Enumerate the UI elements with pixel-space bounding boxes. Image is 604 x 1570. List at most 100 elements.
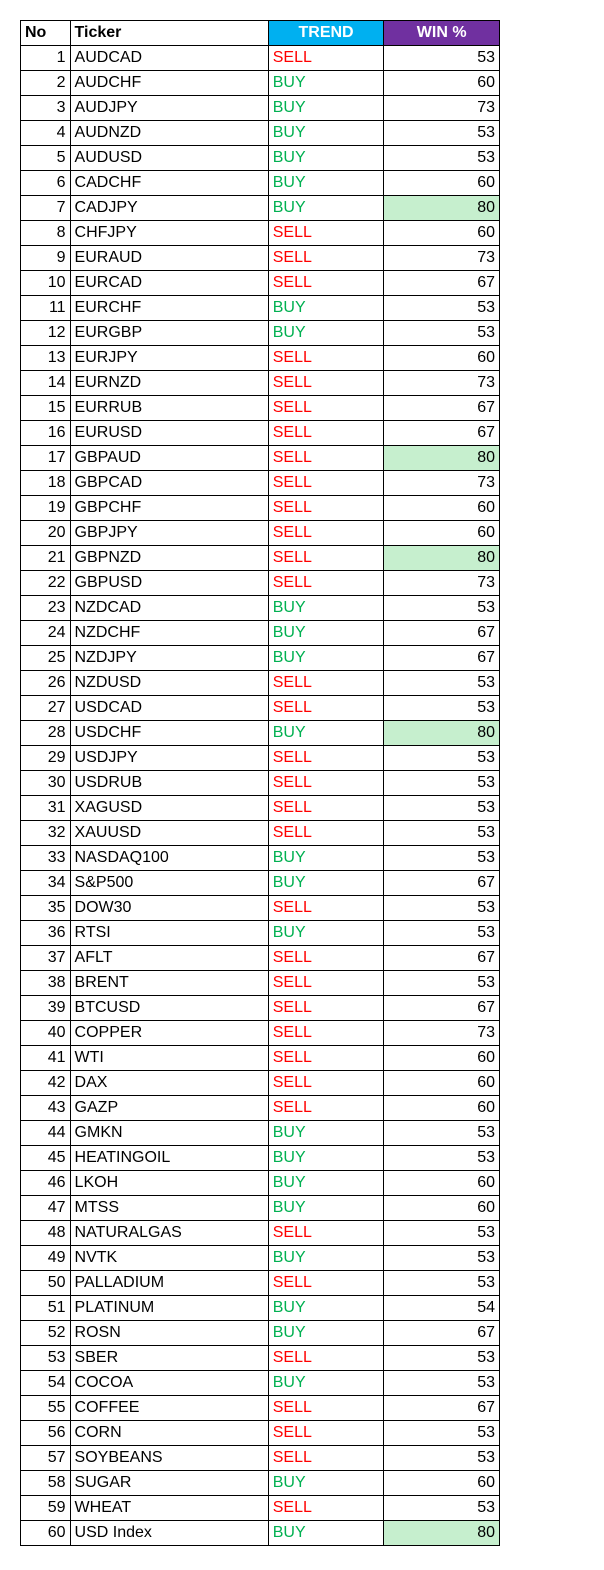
cell-no: 33 [21, 846, 71, 871]
cell-win: 53 [384, 1246, 500, 1271]
cell-no: 59 [21, 1496, 71, 1521]
cell-no: 36 [21, 921, 71, 946]
table-row: 49NVTKBUY53 [21, 1246, 500, 1271]
cell-win: 80 [384, 446, 500, 471]
cell-no: 28 [21, 721, 71, 746]
table-row: 10EURCADSELL67 [21, 271, 500, 296]
cell-ticker: BRENT [70, 971, 268, 996]
cell-no: 42 [21, 1071, 71, 1096]
cell-ticker: SBER [70, 1346, 268, 1371]
cell-ticker: NZDCAD [70, 596, 268, 621]
cell-no: 4 [21, 121, 71, 146]
table-row: 34S&P500BUY67 [21, 871, 500, 896]
cell-no: 37 [21, 946, 71, 971]
table-row: 9EURAUDSELL73 [21, 246, 500, 271]
cell-trend: SELL [268, 446, 384, 471]
cell-ticker: EURUSD [70, 421, 268, 446]
cell-ticker: LKOH [70, 1171, 268, 1196]
cell-ticker: EURJPY [70, 346, 268, 371]
cell-trend: BUY [268, 1171, 384, 1196]
cell-ticker: AUDNZD [70, 121, 268, 146]
cell-ticker: GBPJPY [70, 521, 268, 546]
cell-no: 17 [21, 446, 71, 471]
cell-no: 24 [21, 621, 71, 646]
cell-no: 15 [21, 396, 71, 421]
cell-win: 53 [384, 1371, 500, 1396]
cell-trend: SELL [268, 271, 384, 296]
cell-trend: BUY [268, 1471, 384, 1496]
table-row: 50PALLADIUMSELL53 [21, 1271, 500, 1296]
table-row: 21GBPNZDSELL80 [21, 546, 500, 571]
cell-no: 16 [21, 421, 71, 446]
cell-no: 44 [21, 1121, 71, 1146]
table-row: 14EURNZDSELL73 [21, 371, 500, 396]
cell-trend: SELL [268, 1396, 384, 1421]
table-row: 15EURRUBSELL67 [21, 396, 500, 421]
cell-ticker: DOW30 [70, 896, 268, 921]
cell-trend: SELL [268, 371, 384, 396]
cell-win: 60 [384, 221, 500, 246]
cell-ticker: USD Index [70, 1521, 268, 1546]
cell-trend: SELL [268, 1071, 384, 1096]
cell-ticker: EURAUD [70, 246, 268, 271]
cell-win: 60 [384, 346, 500, 371]
table-row: 45HEATINGOILBUY53 [21, 1146, 500, 1171]
cell-no: 35 [21, 896, 71, 921]
table-row: 4AUDNZDBUY53 [21, 121, 500, 146]
cell-no: 54 [21, 1371, 71, 1396]
cell-win: 60 [384, 1071, 500, 1096]
cell-ticker: GBPAUD [70, 446, 268, 471]
cell-trend: SELL [268, 1446, 384, 1471]
cell-trend: BUY [268, 1296, 384, 1321]
cell-win: 53 [384, 296, 500, 321]
header-row: No Ticker TREND WIN % [21, 21, 500, 46]
cell-win: 53 [384, 1271, 500, 1296]
cell-ticker: NVTK [70, 1246, 268, 1271]
table-row: 29USDJPYSELL53 [21, 746, 500, 771]
cell-no: 3 [21, 96, 71, 121]
table-row: 47MTSSBUY60 [21, 1196, 500, 1221]
cell-trend: BUY [268, 1371, 384, 1396]
table-row: 60USD IndexBUY80 [21, 1521, 500, 1546]
cell-trend: BUY [268, 196, 384, 221]
table-row: 28USDCHFBUY80 [21, 721, 500, 746]
cell-win: 73 [384, 1021, 500, 1046]
cell-trend: SELL [268, 1496, 384, 1521]
cell-trend: SELL [268, 1421, 384, 1446]
table-row: 19GBPCHFSELL60 [21, 496, 500, 521]
cell-win: 53 [384, 1146, 500, 1171]
cell-win: 80 [384, 721, 500, 746]
cell-ticker: DAX [70, 1071, 268, 1096]
table-row: 23NZDCADBUY53 [21, 596, 500, 621]
ticker-trend-table: No Ticker TREND WIN % 1AUDCADSELL532AUDC… [20, 20, 500, 1546]
cell-win: 67 [384, 871, 500, 896]
cell-ticker: COCOA [70, 1371, 268, 1396]
cell-ticker: GAZP [70, 1096, 268, 1121]
cell-win: 53 [384, 971, 500, 996]
cell-win: 53 [384, 896, 500, 921]
cell-trend: BUY [268, 921, 384, 946]
cell-trend: BUY [268, 621, 384, 646]
cell-ticker: RTSI [70, 921, 268, 946]
cell-no: 58 [21, 1471, 71, 1496]
cell-win: 80 [384, 1521, 500, 1546]
cell-trend: SELL [268, 771, 384, 796]
cell-no: 7 [21, 196, 71, 221]
cell-ticker: CADCHF [70, 171, 268, 196]
cell-win: 54 [384, 1296, 500, 1321]
table-row: 59WHEATSELL53 [21, 1496, 500, 1521]
cell-no: 6 [21, 171, 71, 196]
cell-no: 52 [21, 1321, 71, 1346]
cell-no: 46 [21, 1171, 71, 1196]
cell-trend: SELL [268, 1271, 384, 1296]
cell-trend: SELL [268, 1346, 384, 1371]
cell-win: 73 [384, 246, 500, 271]
cell-no: 14 [21, 371, 71, 396]
cell-trend: SELL [268, 896, 384, 921]
cell-ticker: GBPCAD [70, 471, 268, 496]
header-no: No [21, 21, 71, 46]
cell-ticker: SOYBEANS [70, 1446, 268, 1471]
cell-no: 40 [21, 1021, 71, 1046]
cell-win: 53 [384, 1221, 500, 1246]
table-row: 35DOW30SELL53 [21, 896, 500, 921]
